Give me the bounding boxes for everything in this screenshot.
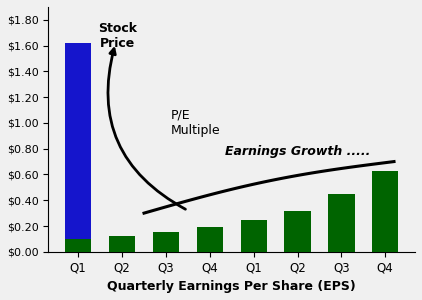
Bar xyxy=(153,232,179,252)
Bar xyxy=(372,171,398,252)
Bar xyxy=(328,194,354,252)
Bar xyxy=(241,220,267,252)
Bar xyxy=(284,211,311,252)
Bar xyxy=(197,227,223,252)
Bar xyxy=(65,239,92,252)
Text: Stock
Price: Stock Price xyxy=(98,22,137,50)
X-axis label: Quarterly Earnings Per Share (EPS): Quarterly Earnings Per Share (EPS) xyxy=(107,280,356,293)
Bar xyxy=(65,43,92,252)
Bar xyxy=(109,236,135,252)
Text: P/E
Multiple: P/E Multiple xyxy=(170,109,220,137)
Text: Earnings Growth .....: Earnings Growth ..... xyxy=(225,145,370,158)
